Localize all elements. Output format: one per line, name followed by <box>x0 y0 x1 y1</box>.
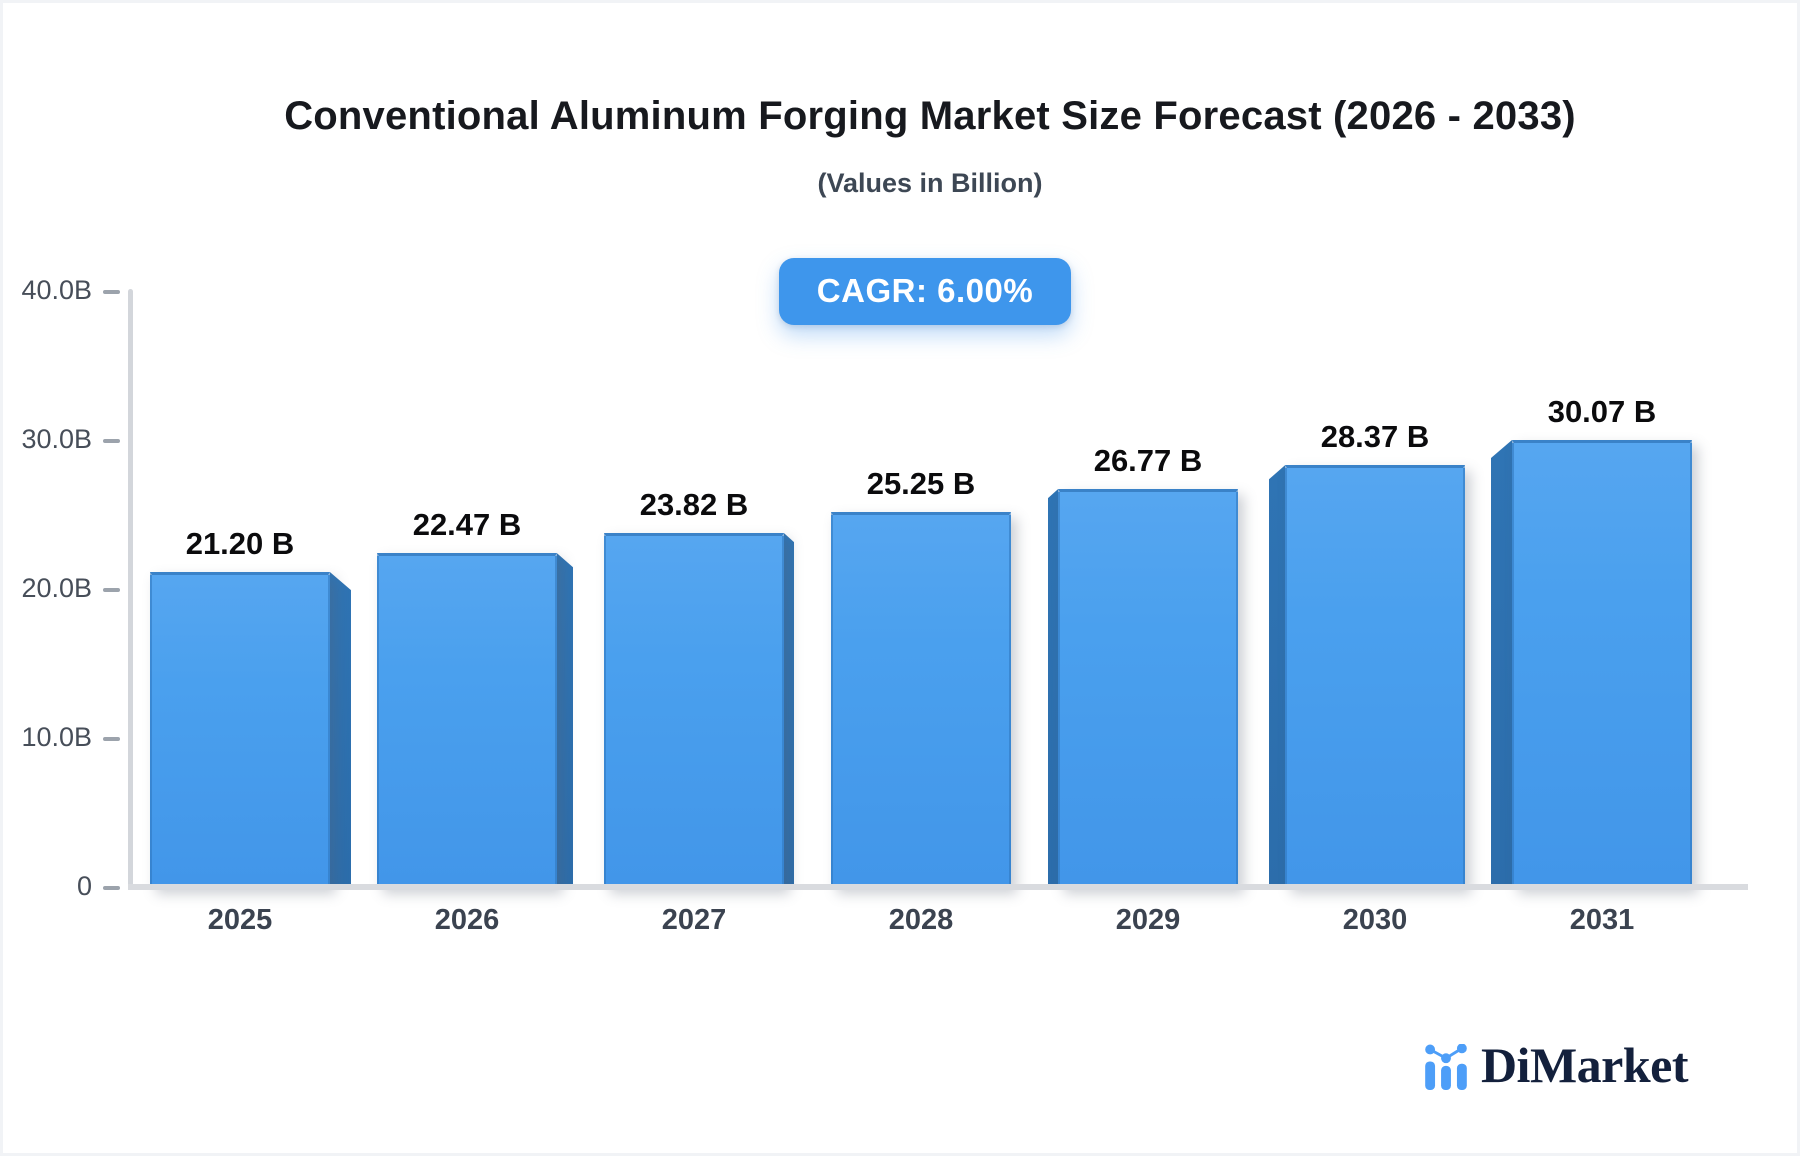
cagr-badge-row: CAGR: 6.00% <box>80 258 1770 325</box>
y-tick-dash <box>103 439 120 443</box>
bar-line-chart-icon <box>1425 1044 1467 1090</box>
x-tick-label: 2026 <box>434 904 500 936</box>
bar <box>1512 439 1692 888</box>
bar-value-label: 25.25 B <box>866 465 976 501</box>
x-tick-label: 2031 <box>1569 904 1635 936</box>
chart-subtitle: (Values in Billion) <box>817 168 1043 198</box>
bar <box>604 533 784 888</box>
y-tick-label: 30.0B <box>21 424 92 454</box>
y-tick-label: 10.0B <box>21 722 92 752</box>
bar <box>150 572 330 888</box>
bar <box>1285 465 1465 888</box>
bar-value-label: 23.82 B <box>639 487 749 523</box>
bar <box>1058 489 1238 888</box>
bar-value-label: 26.77 B <box>1093 443 1203 479</box>
y-tick-label: 0 <box>76 871 92 901</box>
y-tick-label: 20.0B <box>21 573 92 603</box>
x-tick-label: 2030 <box>1342 904 1408 936</box>
dimarket-logo: DiMarket <box>1425 1037 1689 1093</box>
x-axis-baseline <box>128 884 1748 890</box>
bar-3d-side <box>1048 489 1058 888</box>
y-tick-label: 40.0B <box>21 275 92 305</box>
bar-3d-side <box>330 572 351 888</box>
y-axis-line <box>128 289 133 888</box>
bar <box>831 511 1011 888</box>
bar-value-label: 22.47 B <box>412 507 522 543</box>
x-tick-label: 2025 <box>207 904 273 936</box>
chart-title: Conventional Aluminum Forging Market Siz… <box>284 94 1576 138</box>
bar-value-label: 28.37 B <box>1320 419 1430 455</box>
bar-3d-side <box>1491 439 1512 888</box>
x-tick-label: 2028 <box>888 904 954 936</box>
bar-3d-side <box>784 533 794 888</box>
bar-3d-side <box>557 553 573 888</box>
logo-text: DiMarket <box>1480 1037 1689 1093</box>
cagr-badge: CAGR: 6.00% <box>778 258 1072 325</box>
bar-value-label: 21.20 B <box>185 526 295 562</box>
x-tick-label: 2029 <box>1115 904 1181 936</box>
bar-3d-side <box>1269 465 1285 888</box>
y-tick-dash <box>103 886 120 890</box>
bar <box>377 553 557 888</box>
y-tick-dash <box>103 290 120 294</box>
y-tick-dash <box>103 588 120 592</box>
x-tick-label: 2027 <box>661 904 727 936</box>
bar-value-label: 30.07 B <box>1547 393 1657 429</box>
y-tick-dash <box>103 737 120 741</box>
